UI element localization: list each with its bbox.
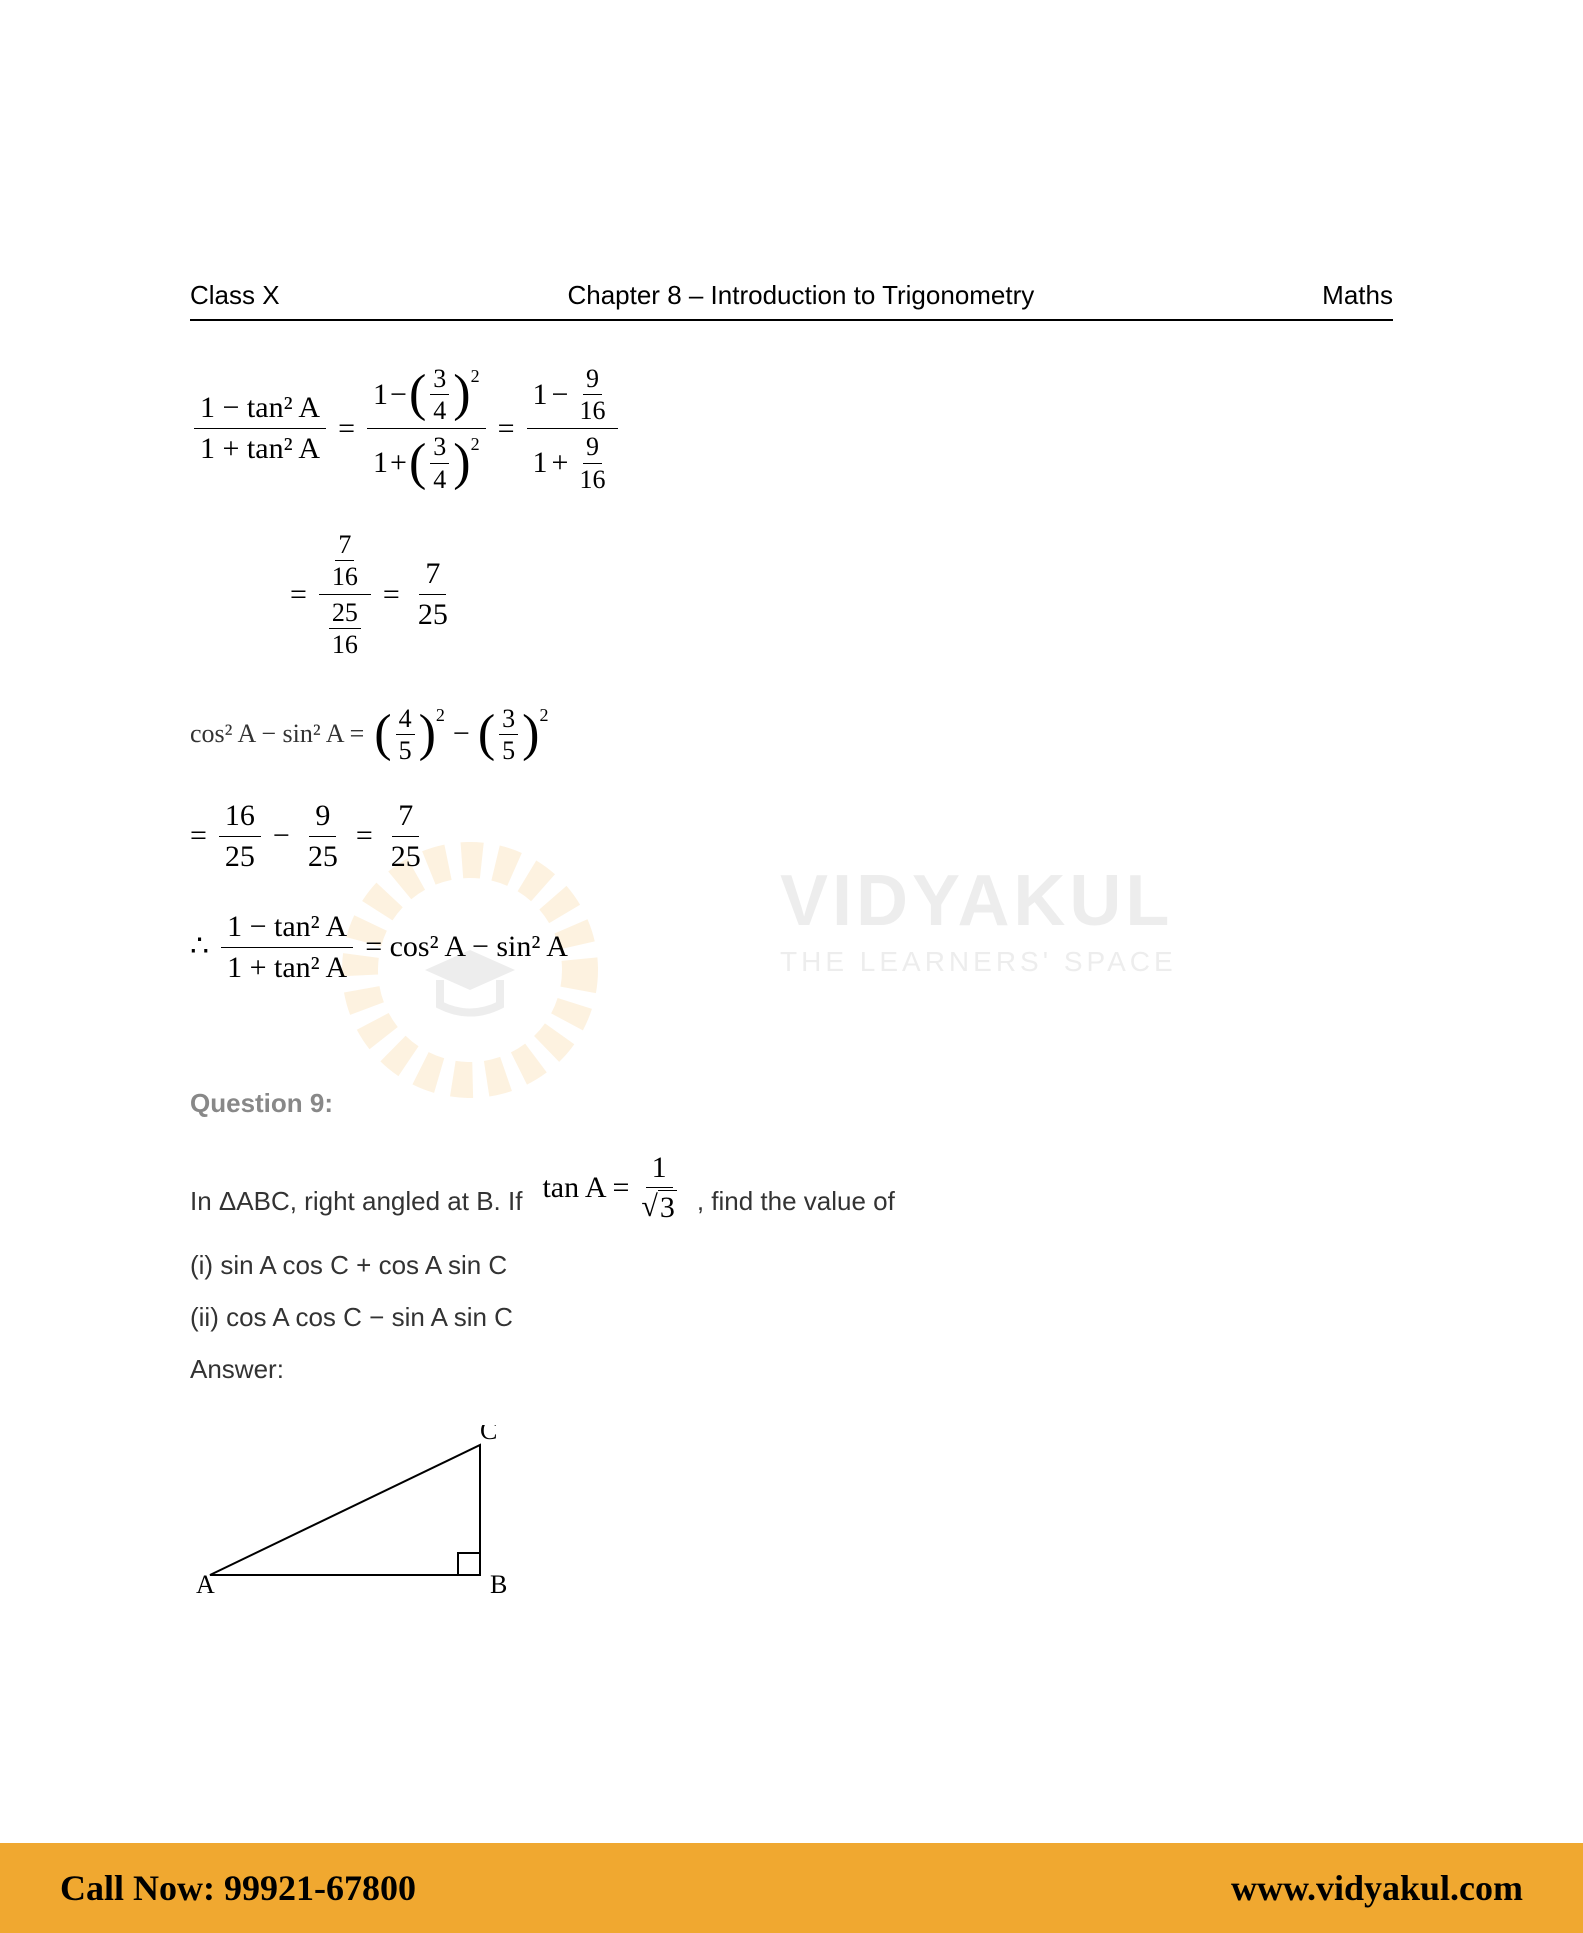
triangle-diagram: A B C [190, 1425, 1393, 1620]
question-9-part-i: (i) sin A cos C + cos A sin C [190, 1239, 1393, 1291]
question-label: Question 9: [190, 1088, 1393, 1119]
page-header: Class X Chapter 8 – Introduction to Trig… [190, 280, 1393, 321]
header-right: Maths [1322, 280, 1393, 311]
header-left: Class X [190, 280, 280, 311]
answer-label: Answer: [190, 1343, 1393, 1395]
footer-bar: Call Now: 99921-67800 www.vidyakul.com [0, 1843, 1583, 1933]
footer-call: Call Now: 99921-67800 [60, 1867, 416, 1909]
question-9-statement: In ΔABC, right angled at B. If tan A = 1… [190, 1149, 1393, 1227]
header-center: Chapter 8 – Introduction to Trigonometry [567, 280, 1034, 311]
footer-url: www.vidyakul.com [1231, 1867, 1523, 1909]
math-expression-2: cos² A − sin² A = ( 45 )2 − ( 35 )2 = 16… [190, 703, 1393, 988]
triangle-label-B: B [490, 1570, 507, 1599]
triangle-label-C: C [480, 1425, 497, 1445]
triangle-label-A: A [196, 1570, 215, 1599]
question-9-part-ii: (ii) cos A cos C − sin A sin C [190, 1291, 1393, 1343]
math-expression-1: 1 − tan² A 1 + tan² A = 1− ( 34 )2 1+ ( … [190, 361, 1393, 663]
